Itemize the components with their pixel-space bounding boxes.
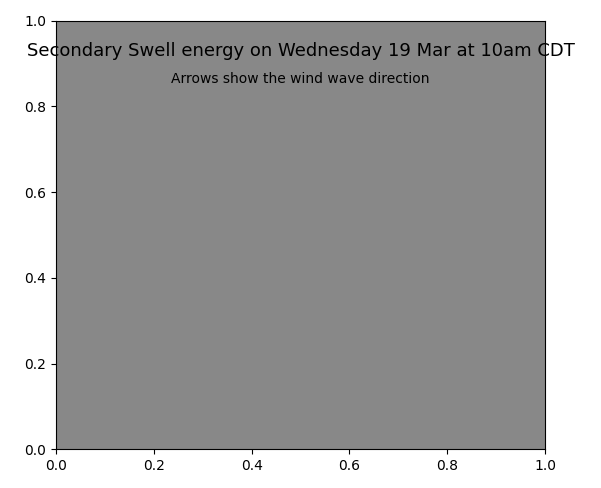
Text: Arrows show the wind wave direction: Arrows show the wind wave direction [171, 72, 430, 86]
Text: Secondary Swell energy on Wednesday 19 Mar at 10am CDT: Secondary Swell energy on Wednesday 19 M… [26, 42, 575, 60]
